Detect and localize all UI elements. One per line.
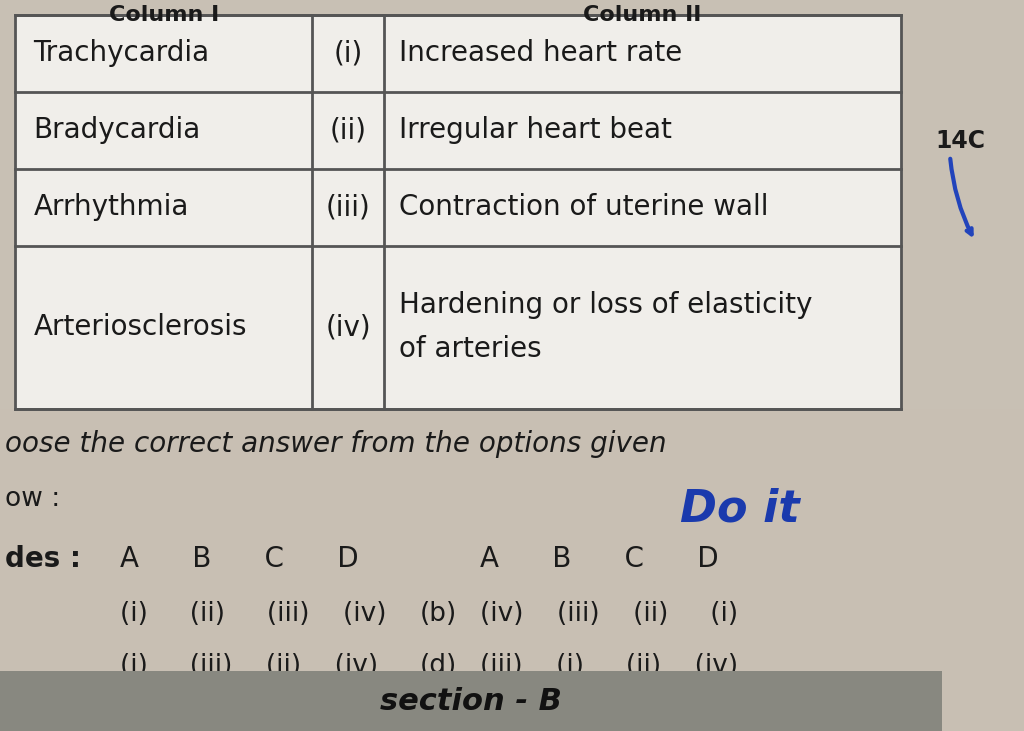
Text: (iii): (iii) <box>326 193 371 221</box>
Text: (iv)    (iii)    (ii)     (i): (iv) (iii) (ii) (i) <box>480 602 738 627</box>
Text: Bradycardia: Bradycardia <box>34 116 201 144</box>
Text: Contraction of uterine wall: Contraction of uterine wall <box>399 193 768 221</box>
Text: des :: des : <box>5 545 81 573</box>
Text: (i)     (ii)     (iii)    (iv): (i) (ii) (iii) (iv) <box>120 602 386 627</box>
Text: A      B      C      D: A B C D <box>480 545 719 573</box>
Text: Trachycardia: Trachycardia <box>34 39 210 67</box>
Text: Column II: Column II <box>584 5 701 25</box>
Text: Arteriosclerosis: Arteriosclerosis <box>34 314 247 341</box>
Text: Column I: Column I <box>109 5 219 25</box>
Text: 14C: 14C <box>935 129 985 153</box>
Text: (ii): (ii) <box>330 116 367 144</box>
Text: Increased heart rate: Increased heart rate <box>399 39 682 67</box>
Text: (d): (d) <box>420 654 458 679</box>
Text: of arteries: of arteries <box>399 336 542 363</box>
Text: Hardening or loss of elasticity: Hardening or loss of elasticity <box>399 292 812 319</box>
Text: Irregular heart beat: Irregular heart beat <box>399 116 672 144</box>
Text: (b): (b) <box>420 602 458 627</box>
Bar <box>0 671 942 731</box>
Text: ow :: ow : <box>5 486 60 512</box>
Text: (iv): (iv) <box>326 314 371 341</box>
Bar <box>15 15 901 409</box>
Text: (iii)    (i)     (ii)    (iv): (iii) (i) (ii) (iv) <box>480 654 738 679</box>
Text: (i)     (iii)    (ii)    (iv): (i) (iii) (ii) (iv) <box>120 654 378 679</box>
Text: Do it: Do it <box>680 488 800 531</box>
Text: (i): (i) <box>334 39 362 67</box>
Text: A      B      C      D: A B C D <box>120 545 358 573</box>
Bar <box>0 409 1024 731</box>
Text: Arrhythmia: Arrhythmia <box>34 193 188 221</box>
Text: section - B: section - B <box>380 686 562 716</box>
Text: oose the correct answer from the options given: oose the correct answer from the options… <box>5 431 667 458</box>
